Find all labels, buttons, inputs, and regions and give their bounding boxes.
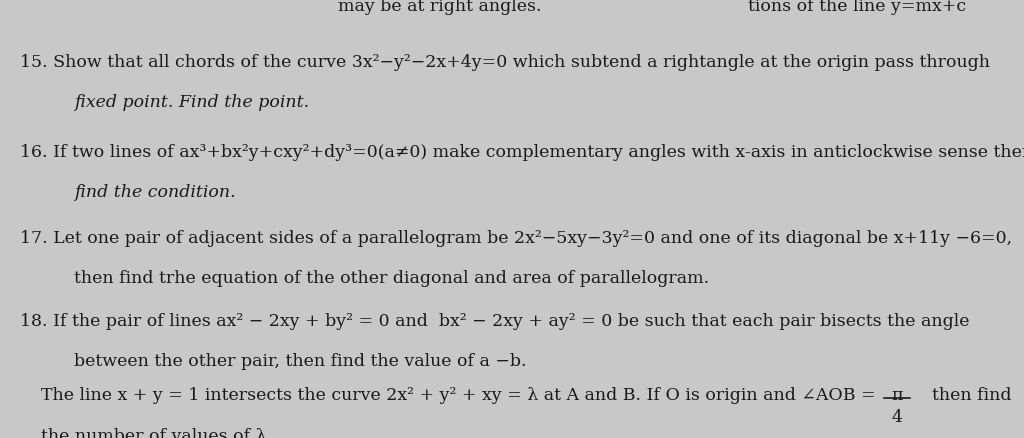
Text: fixed point. Find the point.: fixed point. Find the point. xyxy=(74,94,309,111)
Text: then find trhe equation of the other diagonal and area of parallelogram.: then find trhe equation of the other dia… xyxy=(74,270,709,287)
Text: The line x + y = 1 intersects the curve 2x² + y² + xy = λ at A and B. If O is or: The line x + y = 1 intersects the curve … xyxy=(41,386,876,403)
Text: π: π xyxy=(891,386,903,403)
Text: then find: then find xyxy=(932,386,1012,403)
Text: the number of values of λ.: the number of values of λ. xyxy=(41,427,272,438)
Text: tions of the line y=mx+c: tions of the line y=mx+c xyxy=(748,0,966,15)
Text: 4: 4 xyxy=(892,408,902,425)
Text: 18. If the pair of lines ax² − 2xy + by² = 0 and  bx² − 2xy + ay² = 0 be such th: 18. If the pair of lines ax² − 2xy + by²… xyxy=(20,312,970,329)
Text: 16. If two lines of ax³+bx²y+cxy²+dy³=0(a≠0) make complementary angles with x-ax: 16. If two lines of ax³+bx²y+cxy²+dy³=0(… xyxy=(20,144,1024,161)
Text: may be at right angles.: may be at right angles. xyxy=(338,0,542,15)
Text: between the other pair, then find the value of a −b.: between the other pair, then find the va… xyxy=(74,353,526,370)
Text: 17. Let one pair of adjacent sides of a parallelogram be 2x²−5xy−3y²=0 and one o: 17. Let one pair of adjacent sides of a … xyxy=(20,230,1013,247)
Text: find the condition.: find the condition. xyxy=(74,184,236,201)
Text: 15. Show that all chords of the curve 3x²−y²−2x+4y=0 which subtend a rightangle : 15. Show that all chords of the curve 3x… xyxy=(20,53,990,71)
